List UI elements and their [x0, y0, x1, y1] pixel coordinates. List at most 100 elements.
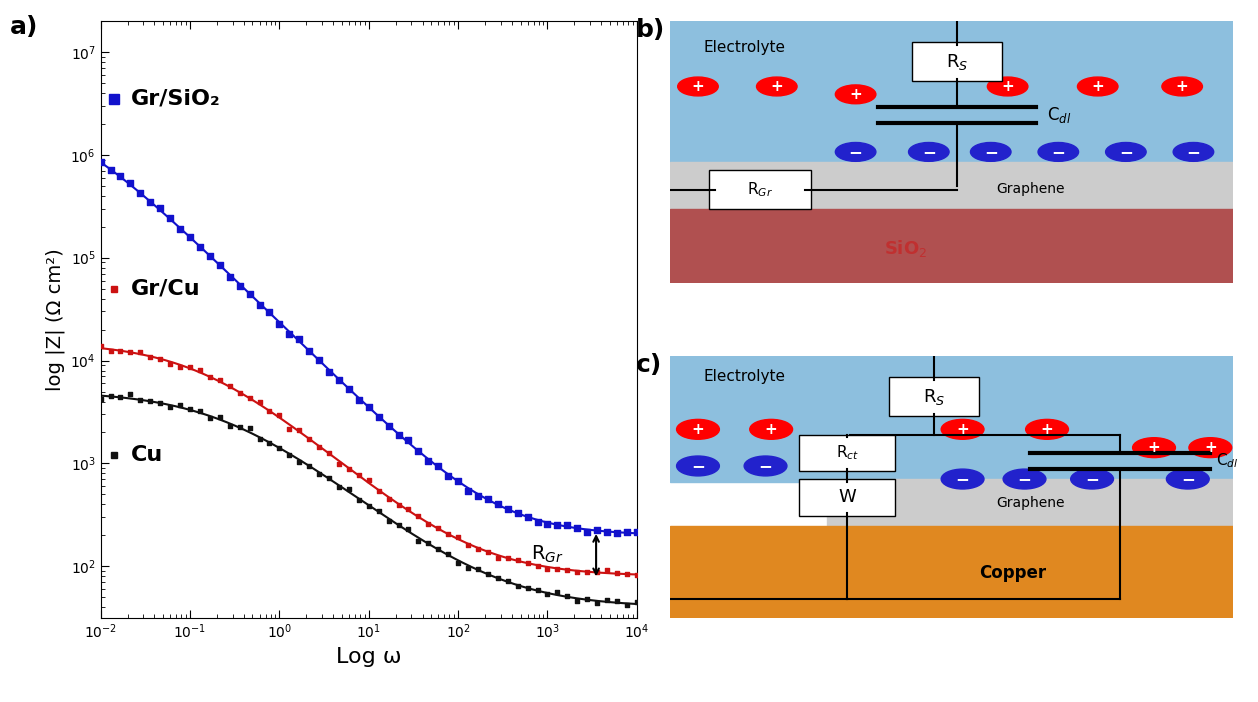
Text: Copper: Copper [980, 564, 1047, 582]
Point [299, 461, 320, 472]
Point [239, 289, 259, 300]
Point [527, 516, 547, 527]
Point [488, 552, 508, 564]
Point [239, 392, 259, 403]
Point [587, 566, 608, 577]
Bar [669, 162, 1233, 209]
Point [338, 484, 359, 495]
Point [200, 251, 220, 262]
Text: +: + [1040, 422, 1053, 437]
Point [389, 519, 409, 530]
Point [328, 459, 348, 470]
Point [616, 526, 637, 538]
X-axis label: Log ω: Log ω [336, 647, 401, 667]
Point [220, 380, 240, 392]
Point [328, 482, 348, 493]
Point [359, 501, 379, 512]
Point [606, 568, 626, 579]
Point [259, 438, 279, 449]
Circle shape [1189, 438, 1232, 458]
Point [389, 429, 409, 440]
Text: Graphene: Graphene [996, 496, 1064, 510]
Point [170, 223, 190, 234]
FancyBboxPatch shape [799, 479, 894, 516]
Point [210, 411, 230, 423]
Text: −: − [691, 457, 704, 475]
Text: Graphene: Graphene [996, 182, 1064, 196]
Bar [828, 479, 1233, 526]
Text: C$_{dl}$: C$_{dl}$ [1216, 451, 1238, 470]
Circle shape [908, 143, 949, 161]
Point [508, 508, 528, 519]
Text: +: + [692, 79, 704, 94]
Point [626, 526, 647, 538]
Point [448, 475, 468, 486]
Circle shape [1162, 77, 1203, 96]
Point [309, 441, 330, 452]
Bar [669, 526, 1233, 618]
Point [458, 562, 478, 574]
Point [468, 543, 488, 554]
Text: −: − [1086, 470, 1099, 488]
Circle shape [677, 456, 720, 476]
Point [170, 399, 190, 411]
Text: +: + [692, 422, 704, 437]
Point [626, 569, 647, 581]
Point [379, 493, 399, 504]
Point [498, 503, 518, 515]
Circle shape [1077, 77, 1118, 96]
Text: +: + [1204, 440, 1216, 455]
Point [438, 529, 458, 540]
Point [91, 393, 111, 404]
Point [140, 395, 160, 406]
Circle shape [750, 419, 793, 439]
Point [598, 526, 618, 538]
Point [359, 401, 379, 412]
Point [279, 423, 299, 435]
Point [150, 202, 170, 213]
Point [121, 346, 141, 357]
Circle shape [1025, 419, 1068, 439]
Point [616, 568, 637, 579]
Point [537, 518, 557, 529]
Point [249, 396, 269, 407]
Point [537, 564, 557, 575]
Text: +: + [765, 422, 777, 437]
Text: −: − [1186, 143, 1200, 161]
Point [399, 524, 419, 535]
Text: −: − [849, 143, 863, 161]
Point [200, 412, 220, 423]
Point [279, 328, 299, 339]
Text: −: − [922, 143, 936, 161]
Point [428, 543, 448, 555]
Point [577, 567, 598, 578]
Point [567, 522, 587, 534]
Point [379, 515, 399, 526]
Point [160, 358, 180, 369]
FancyBboxPatch shape [799, 435, 894, 471]
Point [527, 585, 547, 596]
Point [150, 397, 170, 409]
Point [428, 461, 448, 472]
Point [527, 560, 547, 571]
Point [409, 446, 429, 457]
Point [587, 524, 608, 536]
Point [448, 557, 468, 568]
FancyBboxPatch shape [912, 42, 1003, 81]
Circle shape [970, 143, 1011, 161]
Point [547, 564, 567, 575]
Text: −: − [1018, 470, 1032, 488]
Point [121, 177, 141, 188]
Point [577, 526, 598, 538]
Point [111, 345, 131, 357]
Point [409, 535, 429, 546]
Point [279, 449, 299, 461]
Text: +: + [1176, 79, 1189, 94]
Point [399, 503, 419, 515]
Point [547, 586, 567, 597]
Text: Electrolyte: Electrolyte [703, 369, 785, 385]
Point [508, 555, 528, 566]
Text: R$_S$: R$_S$ [946, 52, 969, 72]
Text: c): c) [637, 353, 662, 378]
Text: R$_{ct}$: R$_{ct}$ [835, 444, 859, 462]
